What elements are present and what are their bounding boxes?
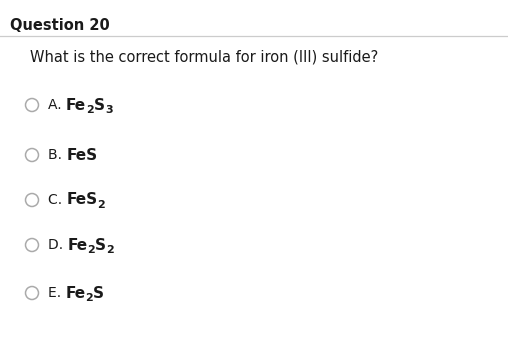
Text: Question 20: Question 20 [10, 18, 110, 33]
Text: A.: A. [48, 98, 66, 112]
Text: C.: C. [48, 193, 67, 207]
Text: B.: B. [48, 148, 67, 162]
Text: S: S [94, 98, 105, 113]
Text: S: S [93, 285, 104, 300]
Text: 2: 2 [87, 245, 96, 255]
Text: 2: 2 [106, 245, 114, 255]
Text: FeS: FeS [67, 147, 98, 162]
Text: 2: 2 [86, 293, 93, 303]
Text: 2: 2 [86, 105, 94, 115]
Text: D.: D. [48, 238, 68, 252]
Text: What is the correct formula for iron (III) sulfide?: What is the correct formula for iron (II… [30, 50, 378, 65]
Text: 3: 3 [105, 105, 112, 115]
Text: S: S [96, 238, 106, 253]
Text: E.: E. [48, 286, 66, 300]
Text: Fe: Fe [66, 98, 86, 113]
Text: 2: 2 [98, 200, 105, 210]
Text: FeS: FeS [67, 193, 98, 207]
Text: Fe: Fe [68, 238, 87, 253]
Text: Fe: Fe [66, 285, 86, 300]
